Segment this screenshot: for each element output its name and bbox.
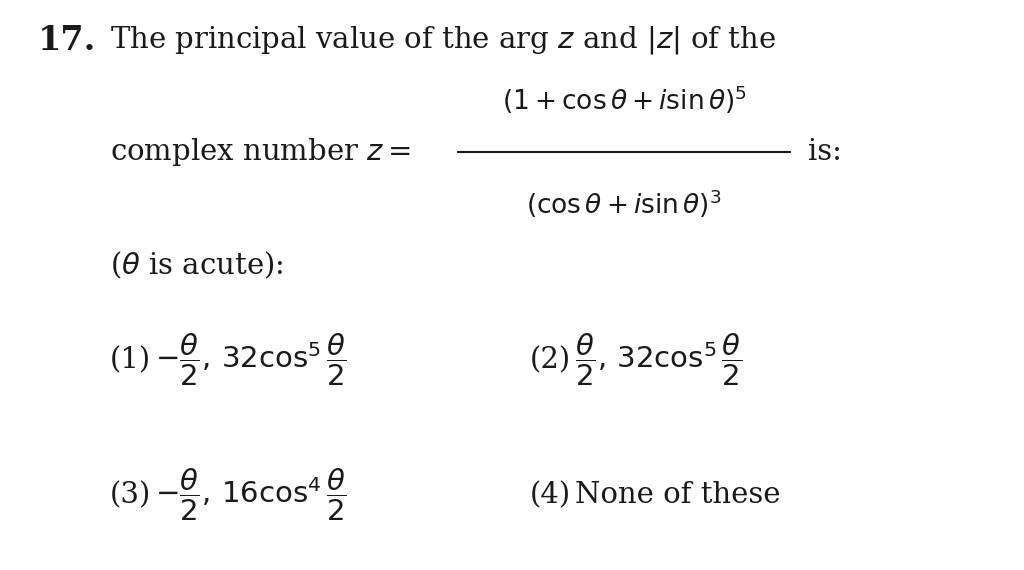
Text: The principal value of the arg $z$ and $|z|$ of the: The principal value of the arg $z$ and $… (110, 24, 776, 56)
Text: complex number $z=$: complex number $z=$ (110, 136, 411, 168)
Text: is:: is: (808, 138, 842, 166)
Text: $(1+\cos\theta+i\sin\theta)^5$: $(1+\cos\theta+i\sin\theta)^5$ (502, 83, 746, 116)
Text: $-\dfrac{\theta}{2},\,16\cos^4\dfrac{\theta}{2}$: $-\dfrac{\theta}{2},\,16\cos^4\dfrac{\th… (155, 467, 346, 523)
Text: $\dfrac{\theta}{2},\,32\cos^5\dfrac{\theta}{2}$: $\dfrac{\theta}{2},\,32\cos^5\dfrac{\the… (575, 332, 742, 388)
Text: (1): (1) (110, 346, 152, 374)
Text: (2): (2) (530, 346, 571, 374)
Text: ($\theta$ is acute):: ($\theta$ is acute): (110, 249, 284, 280)
Text: (4): (4) (530, 481, 571, 509)
Text: $(\cos\theta+i\sin\theta)^3$: $(\cos\theta+i\sin\theta)^3$ (526, 188, 722, 221)
Text: 17.: 17. (38, 23, 96, 56)
Text: $-\dfrac{\theta}{2},\,32\cos^5\dfrac{\theta}{2}$: $-\dfrac{\theta}{2},\,32\cos^5\dfrac{\th… (155, 332, 346, 388)
Text: None of these: None of these (575, 481, 780, 509)
Text: (3): (3) (110, 481, 152, 509)
